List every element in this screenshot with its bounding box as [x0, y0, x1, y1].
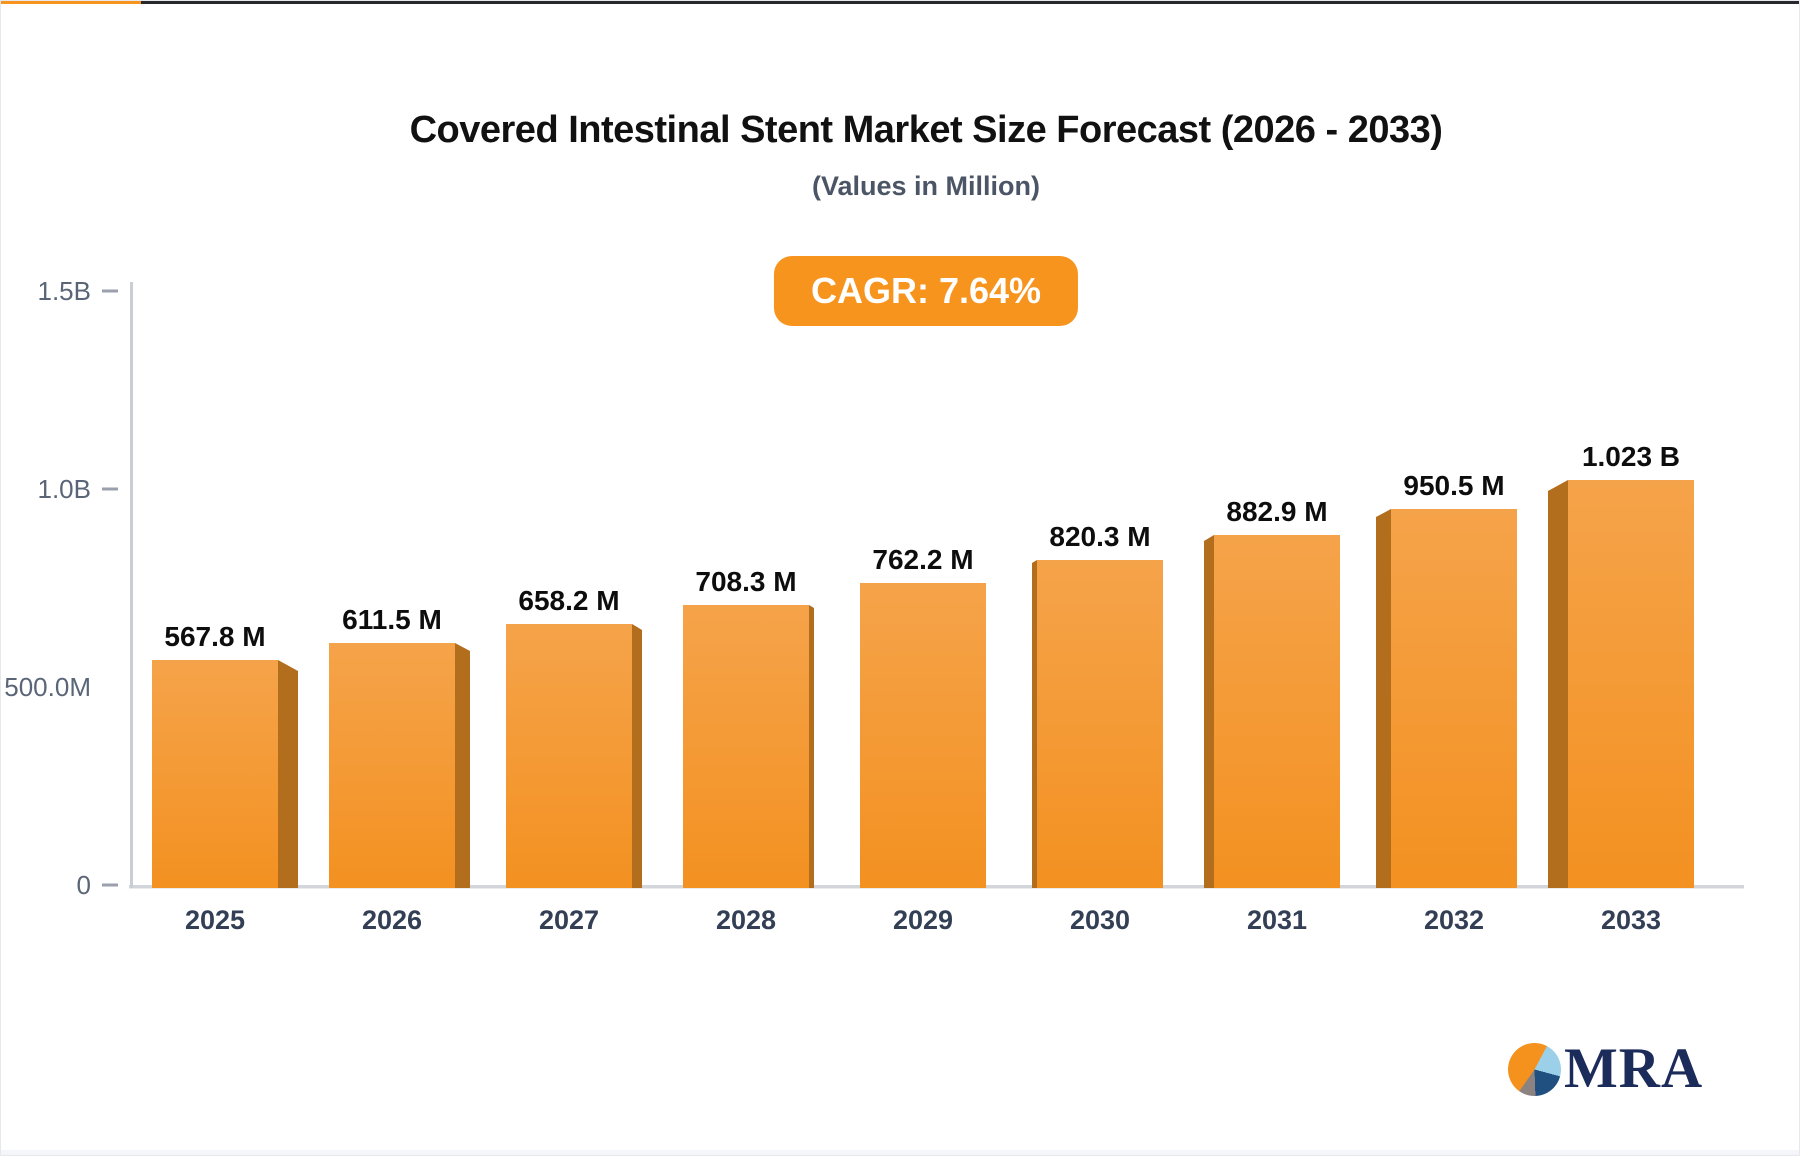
bar-value-label: 708.3 M: [695, 566, 796, 597]
y-axis-tick-dash: [102, 883, 118, 887]
bar-value-label: 820.3 M: [1049, 521, 1150, 552]
chart-subtitle: (Values in Million): [811, 171, 1041, 201]
top-edge-strip: [1, 1, 1799, 4]
bottom-edge-strip: [1, 1150, 1799, 1155]
top-edge-strip-orange: [1, 1, 141, 4]
x-axis-year-label: 2027: [539, 905, 599, 935]
pie-chart-icon: [1508, 1042, 1561, 1096]
x-axis-year-label: 2029: [893, 905, 953, 935]
y-axis-tick-dash: [102, 487, 118, 491]
bar-value-label: 950.5 M: [1403, 470, 1504, 501]
y-axis-tick-label: 1.5B: [38, 276, 92, 306]
x-axis-year-label: 2028: [716, 905, 776, 935]
x-axis-year-label: 2030: [1070, 905, 1130, 935]
bar-front-face: [506, 624, 632, 888]
y-axis-tick-dash: [102, 289, 118, 293]
bar-side-face: [1376, 509, 1391, 888]
bar-side-face: [1204, 535, 1214, 888]
bar-side-face: [632, 624, 642, 888]
x-axis-year-label: 2033: [1601, 905, 1661, 935]
bar-value-label: 1.023 B: [1582, 441, 1680, 472]
bar-side-face: [1032, 560, 1037, 888]
bar-front-face: [1214, 535, 1340, 888]
bar-value-label: 567.8 M: [164, 621, 265, 652]
x-axis-year-label: 2032: [1424, 905, 1484, 935]
chart-title: Covered Intestinal Stent Market Size For…: [409, 109, 1443, 151]
bar-front-face: [683, 605, 809, 888]
mra-logo: MRA: [1508, 1037, 1703, 1101]
y-axis-line: [130, 282, 133, 888]
bar-side-face: [809, 605, 814, 888]
y-axis-tick-label: 1.0B: [38, 474, 92, 504]
y-axis-tick-label: 500.0M: [4, 672, 91, 702]
bar-front-face: [1568, 480, 1694, 888]
bar-front-face: [1391, 509, 1517, 888]
bar-front-face: [152, 660, 278, 888]
bar-front-face: [329, 643, 455, 888]
bar-front-face: [860, 583, 986, 888]
x-axis-year-label: 2026: [362, 905, 422, 935]
bar-value-label: 611.5 M: [342, 604, 442, 635]
x-axis-year-label: 2031: [1247, 905, 1307, 935]
logo-text: MRA: [1564, 1037, 1704, 1100]
x-axis-year-label: 2025: [185, 905, 245, 935]
cagr-badge: CAGR: 7.64%: [773, 256, 1079, 326]
bar-value-label: 762.2 M: [872, 544, 973, 575]
bar-front-face: [1037, 560, 1163, 888]
bar-side-face: [278, 660, 298, 888]
bar-side-face: [1548, 480, 1568, 888]
y-axis-tick-label: 0: [77, 870, 91, 900]
bar-side-face: [455, 643, 470, 888]
bar-value-label: 882.9 M: [1226, 496, 1327, 527]
bar-value-label: 658.2 M: [518, 585, 619, 616]
